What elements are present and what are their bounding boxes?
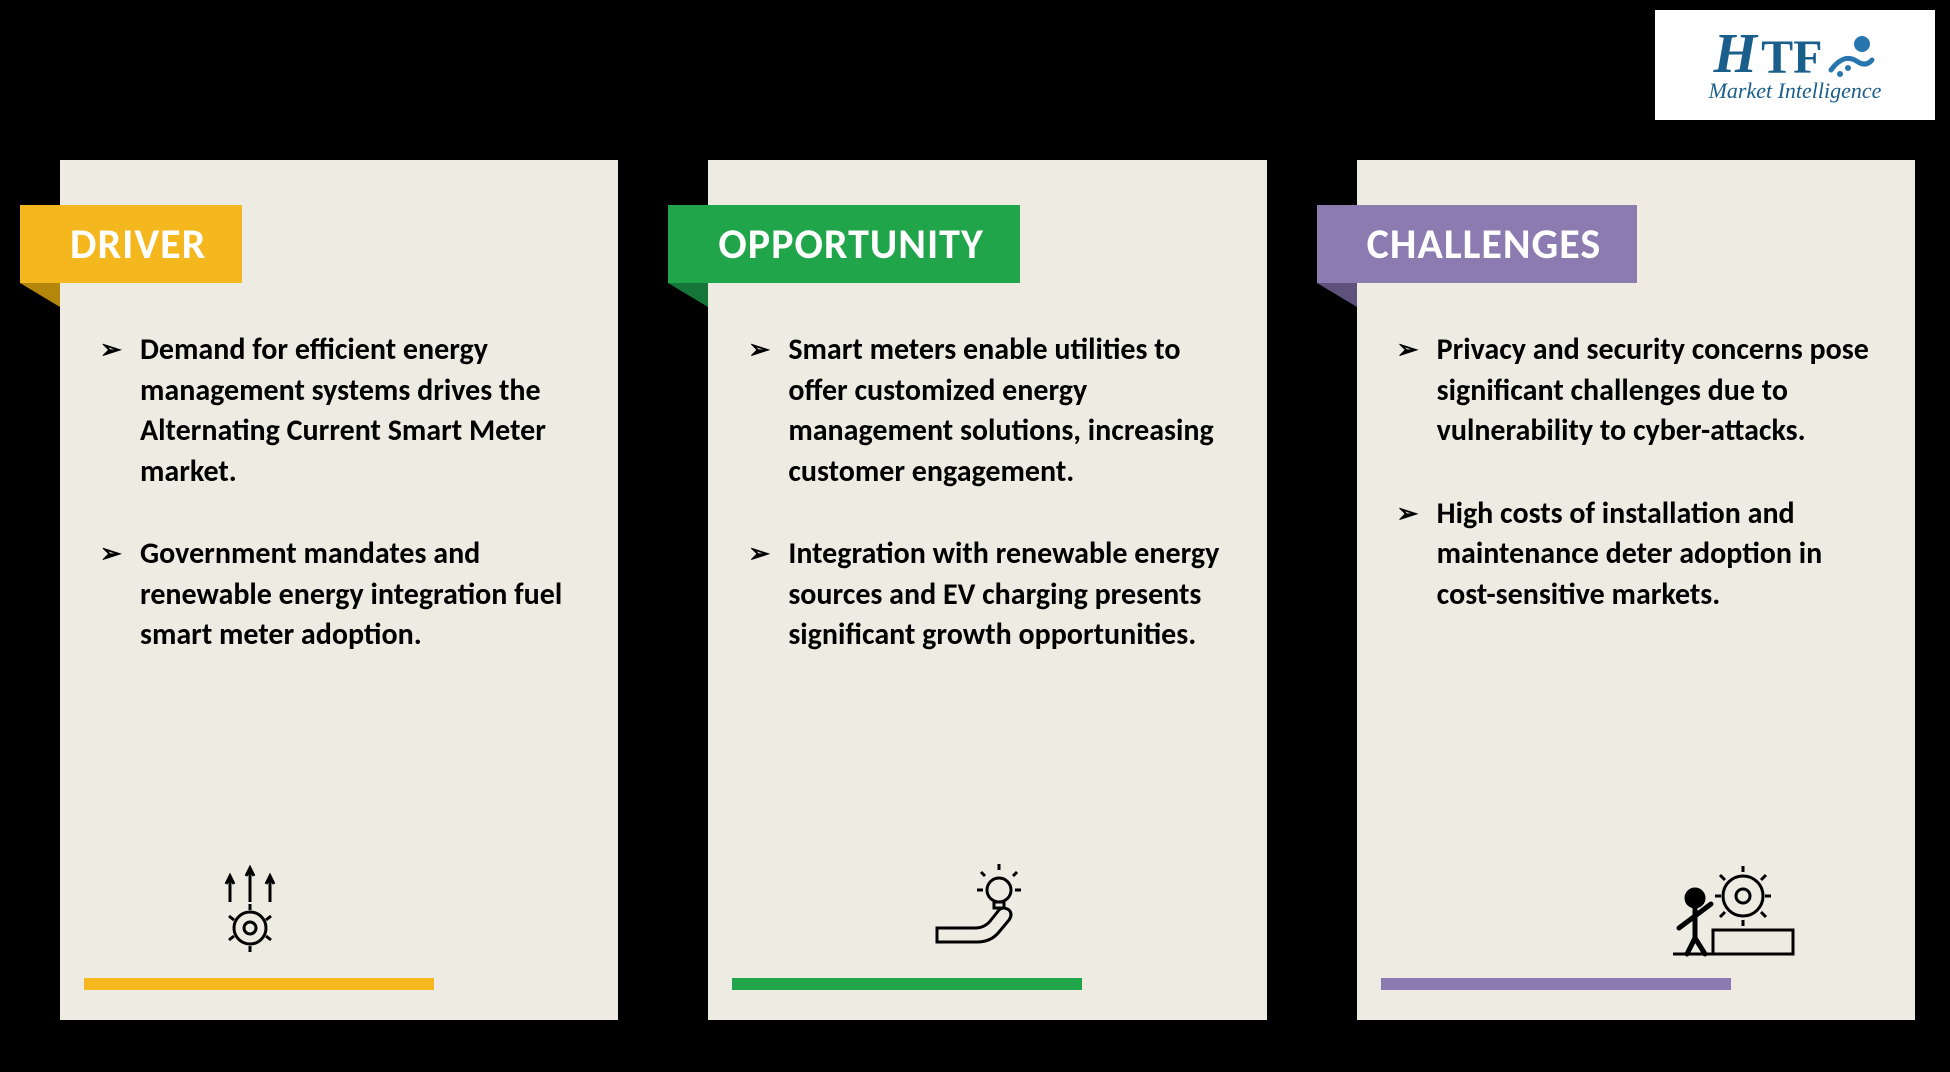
challenges-header: CHALLENGES [1317,205,1638,283]
hand-bulb-icon [927,860,1047,960]
opportunity-bullet-2: Integration with renewable energy source… [748,534,1226,656]
driver-title: DRIVER [70,219,206,270]
opportunity-bullet-1: Smart meters enable utilities to offer c… [748,330,1226,492]
logo-box: H TF Market Intelligence [1655,10,1935,120]
cards-container: DRIVER Demand for efficient energy manag… [60,160,1915,1020]
opportunity-title: OPPORTUNITY [718,219,983,270]
challenges-card: CHALLENGES Privacy and security concerns… [1357,160,1915,1020]
challenges-bullet-1: Privacy and security concerns pose signi… [1397,330,1875,452]
logo-swirl-icon [1826,32,1876,82]
person-gear-icon [1665,860,1805,960]
logo-main: H TF [1714,26,1877,82]
logo-letters-tf: TF [1761,34,1822,82]
challenges-bullets: Privacy and security concerns pose signi… [1397,330,1875,615]
opportunity-bullets: Smart meters enable utilities to offer c… [748,330,1226,656]
opportunity-bar [732,978,1082,990]
opportunity-header: OPPORTUNITY [668,205,1019,283]
driver-card: DRIVER Demand for efficient energy manag… [60,160,618,1020]
driver-bar [84,978,434,990]
driver-header: DRIVER [20,205,242,283]
logo-letter-h: H [1714,26,1758,82]
challenges-bullet-2: High costs of installation and maintenan… [1397,494,1875,616]
driver-bullet-2: Government mandates and renewable energy… [100,534,578,656]
driver-bullet-1: Demand for efficient energy management s… [100,330,578,492]
driver-bullets: Demand for efficient energy management s… [100,330,578,656]
gear-arrows-icon [200,860,320,960]
challenges-bar [1381,978,1731,990]
challenges-title: CHALLENGES [1367,219,1602,270]
opportunity-card: OPPORTUNITY Smart meters enable utilitie… [708,160,1266,1020]
